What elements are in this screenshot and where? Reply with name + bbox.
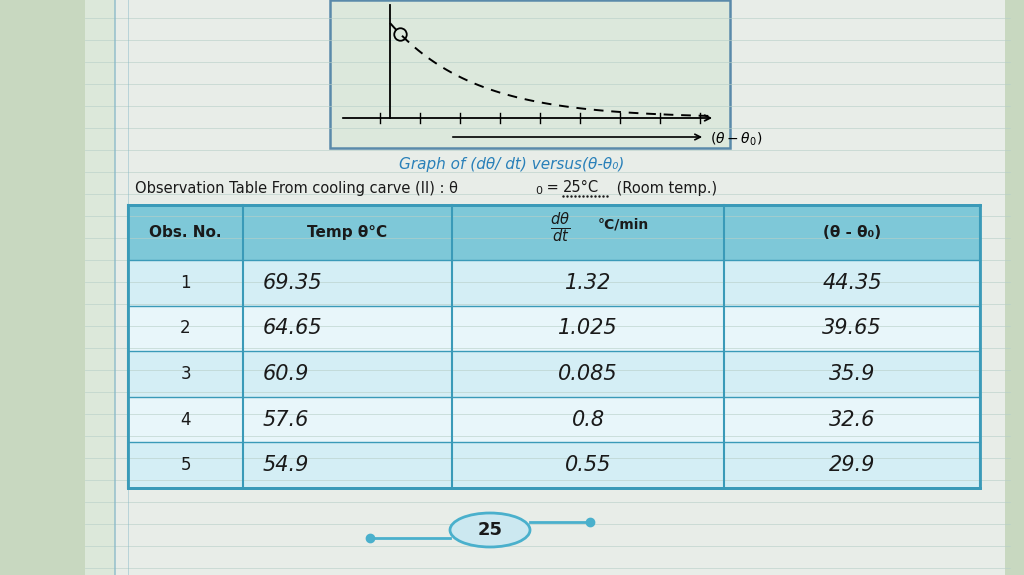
Bar <box>128 442 980 488</box>
Text: 35.9: 35.9 <box>829 364 876 384</box>
Text: (θ - θ₀): (θ - θ₀) <box>823 225 882 240</box>
Text: 0.085: 0.085 <box>558 364 617 384</box>
Text: 0: 0 <box>535 186 542 196</box>
Text: =: = <box>542 181 563 196</box>
Text: 1.32: 1.32 <box>565 273 611 293</box>
Text: Temp θ°C: Temp θ°C <box>307 225 387 240</box>
Text: 5: 5 <box>180 456 190 474</box>
Text: 57.6: 57.6 <box>263 409 309 430</box>
Bar <box>128 260 980 305</box>
Text: 4: 4 <box>180 411 190 428</box>
Ellipse shape <box>450 513 530 547</box>
Text: 60.9: 60.9 <box>263 364 309 384</box>
Bar <box>128 397 980 442</box>
Text: (Room temp.): (Room temp.) <box>612 181 717 196</box>
Bar <box>85 0 995 575</box>
Bar <box>128 351 980 397</box>
Text: 3: 3 <box>180 365 190 383</box>
Text: Obs. No.: Obs. No. <box>150 225 222 240</box>
Text: 32.6: 32.6 <box>829 409 876 430</box>
Text: 25°C: 25°C <box>563 181 599 196</box>
Text: Graph of (dθ/ dt) versus(θ-θ₀): Graph of (dθ/ dt) versus(θ-θ₀) <box>399 158 625 172</box>
Text: 0.55: 0.55 <box>565 455 611 475</box>
Bar <box>330 0 730 148</box>
Text: $(\theta-\theta_0)$: $(\theta-\theta_0)$ <box>710 131 762 148</box>
Text: $\frac{d\theta}{dt}$: $\frac{d\theta}{dt}$ <box>550 210 570 245</box>
Text: °C/min: °C/min <box>598 217 649 232</box>
Bar <box>128 205 980 488</box>
Bar <box>115 0 1005 575</box>
Text: 39.65: 39.65 <box>822 319 882 339</box>
Text: 2: 2 <box>180 319 190 338</box>
Bar <box>128 305 980 351</box>
Text: 29.9: 29.9 <box>829 455 876 475</box>
Text: 0.8: 0.8 <box>571 409 604 430</box>
Text: Observation Table From cooling carve (II) : θ: Observation Table From cooling carve (II… <box>135 181 458 196</box>
Text: 1: 1 <box>180 274 190 292</box>
Text: 54.9: 54.9 <box>263 455 309 475</box>
Text: 25: 25 <box>477 521 503 539</box>
Text: 44.35: 44.35 <box>822 273 882 293</box>
Text: 69.35: 69.35 <box>263 273 323 293</box>
Bar <box>128 205 980 260</box>
Text: 1.025: 1.025 <box>558 319 617 339</box>
Text: 64.65: 64.65 <box>263 319 323 339</box>
